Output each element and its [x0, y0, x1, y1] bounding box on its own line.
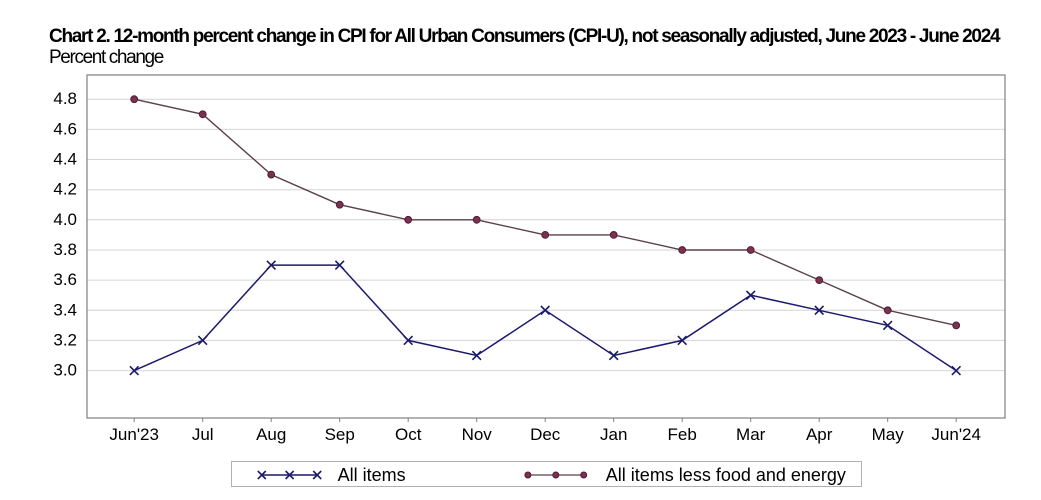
svg-text:4.6: 4.6 [53, 119, 77, 138]
svg-text:3.6: 3.6 [53, 270, 77, 289]
svg-text:Jun'24: Jun'24 [931, 425, 981, 444]
svg-text:Oct: Oct [395, 425, 422, 444]
svg-text:Mar: Mar [736, 425, 766, 444]
svg-text:4.4: 4.4 [53, 150, 77, 169]
svg-text:Jul: Jul [192, 425, 214, 444]
svg-text:3.8: 3.8 [53, 240, 77, 259]
svg-text:Aug: Aug [256, 425, 286, 444]
svg-text:Feb: Feb [668, 425, 697, 444]
svg-text:4.2: 4.2 [53, 180, 77, 199]
svg-text:Jun'23: Jun'23 [109, 425, 159, 444]
svg-text:3.4: 3.4 [53, 300, 77, 319]
svg-text:All items: All items [338, 465, 406, 485]
svg-text:4.8: 4.8 [53, 89, 77, 108]
svg-text:Apr: Apr [806, 425, 833, 444]
svg-text:3.0: 3.0 [53, 361, 77, 380]
svg-text:Jan: Jan [600, 425, 627, 444]
svg-text:Sep: Sep [325, 425, 355, 444]
svg-text:All items less food and energy: All items less food and energy [606, 465, 846, 485]
svg-text:May: May [872, 425, 905, 444]
svg-text:4.0: 4.0 [53, 210, 77, 229]
svg-text:3.2: 3.2 [53, 330, 77, 349]
svg-text:Dec: Dec [530, 425, 561, 444]
svg-text:Nov: Nov [462, 425, 493, 444]
